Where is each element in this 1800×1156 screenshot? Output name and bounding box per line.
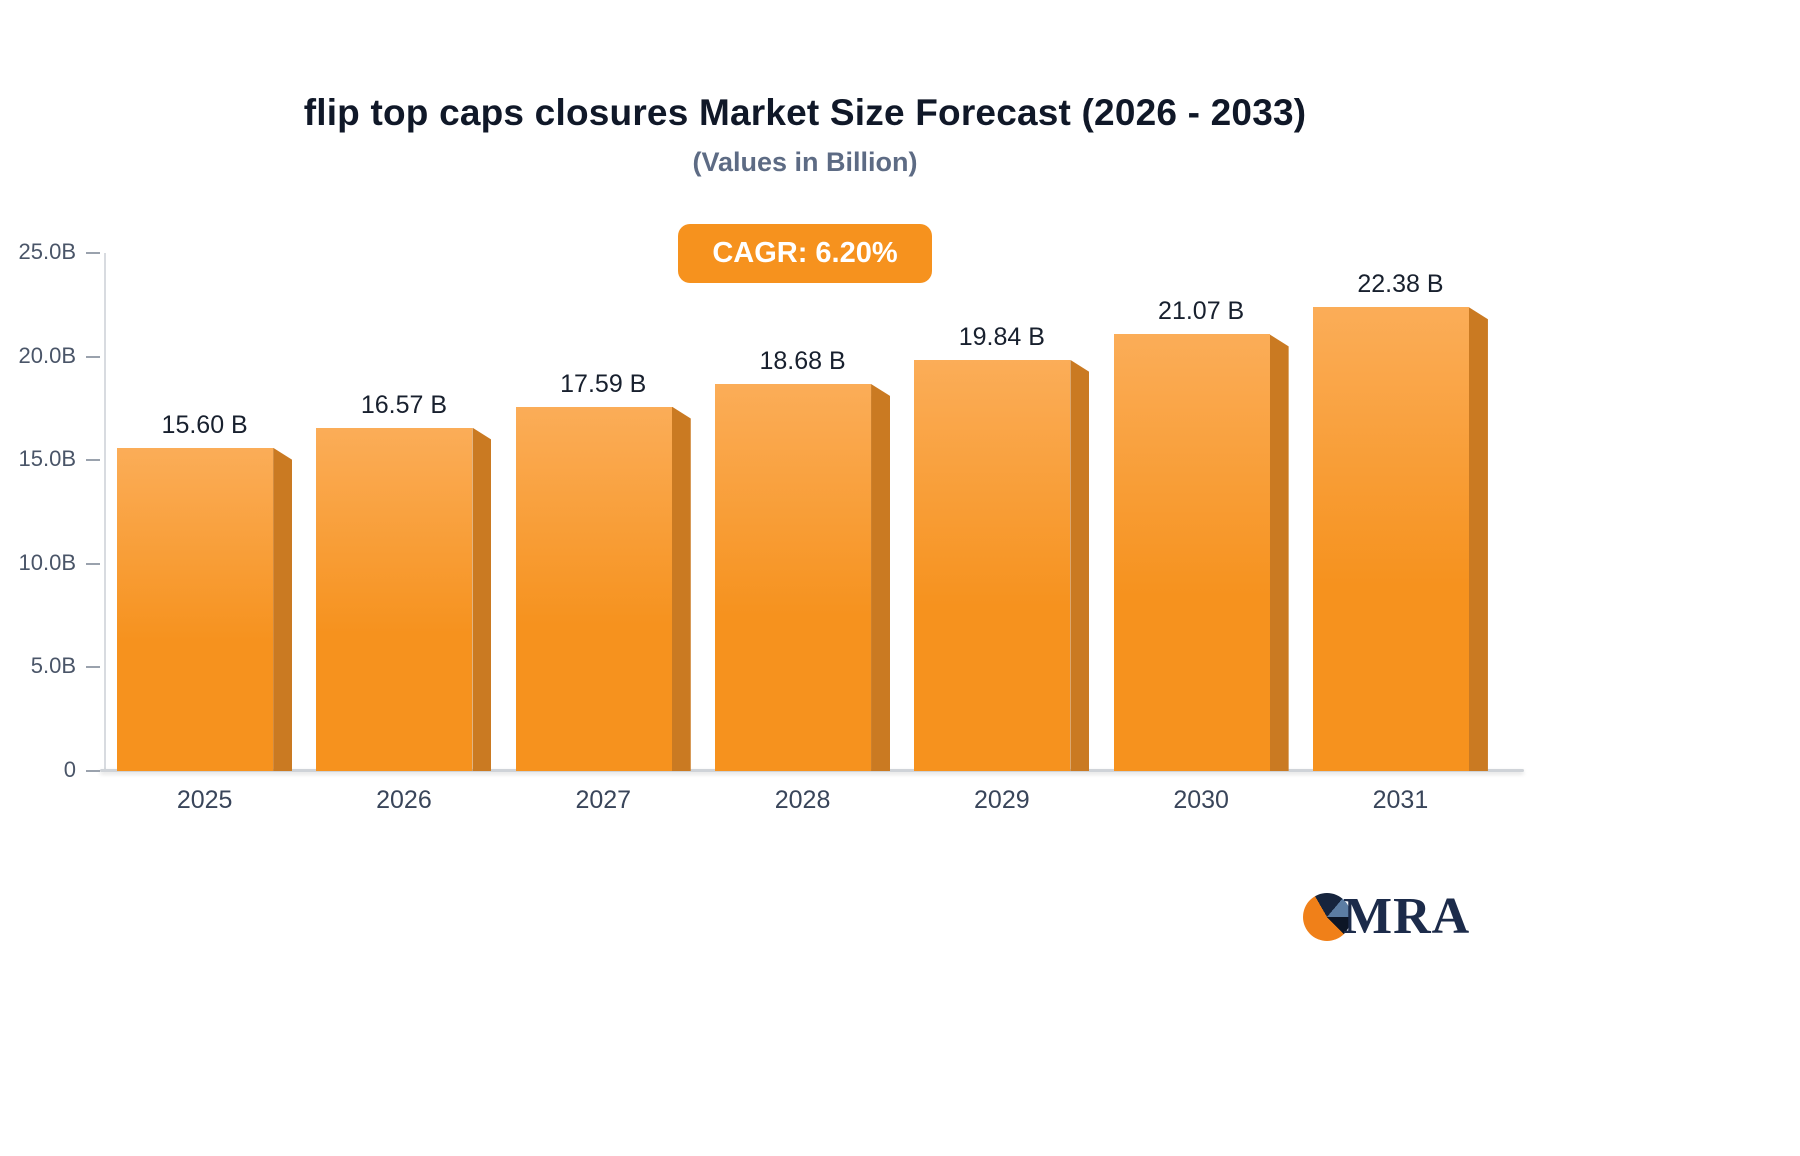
chart-title: flip top caps closures Market Size Forec… xyxy=(303,92,1307,133)
bar-face xyxy=(117,447,274,771)
bar-value-label: 19.84 B xyxy=(958,322,1045,351)
bar-value-label: 17.59 B xyxy=(560,369,647,398)
bar-value-label: 15.60 B xyxy=(161,410,248,439)
bar: 22.38 B xyxy=(1312,270,1488,771)
bar-face xyxy=(914,359,1071,771)
x-axis-label: 2031 xyxy=(1372,786,1429,814)
x-axis-label: 2026 xyxy=(376,786,432,814)
bar: 15.60 B xyxy=(117,411,293,771)
y-axis-tick xyxy=(86,562,100,565)
y-axis-tick-label: 25.0B xyxy=(18,239,77,264)
bar-face xyxy=(316,427,473,771)
x-axis-label: 2029 xyxy=(974,786,1030,814)
bar: 17.59 B xyxy=(515,370,691,771)
mra-logo: MRA xyxy=(1303,888,1471,945)
x-axis-label: 2030 xyxy=(1173,786,1229,814)
bar-side xyxy=(1468,307,1488,771)
bar: 18.68 B xyxy=(715,347,891,771)
y-axis-tick-label: 0 xyxy=(63,757,76,782)
bar-face xyxy=(515,406,672,771)
y-axis-tick-label: 15.0B xyxy=(18,446,77,472)
bar: 19.84 B xyxy=(914,323,1090,771)
x-axis-label: 2025 xyxy=(176,786,233,814)
bar-side xyxy=(871,383,891,771)
logo-text: MRA xyxy=(1343,888,1471,945)
bar-side xyxy=(472,427,492,771)
cagr-badge: CAGR: 6.20% xyxy=(678,224,932,283)
x-axis-label: 2027 xyxy=(575,786,632,814)
y-axis-tick xyxy=(86,355,100,358)
bar-face xyxy=(1113,334,1270,771)
bar-face xyxy=(715,383,872,771)
y-axis-tick xyxy=(86,770,100,772)
bar-value-label: 16.57 B xyxy=(360,390,448,419)
logo-pie-icon xyxy=(1303,893,1351,941)
y-axis-tick-label: 5.0B xyxy=(30,653,76,679)
y-axis-tick xyxy=(86,252,100,254)
y-axis-tick xyxy=(86,459,100,462)
bar-value-label: 21.07 B xyxy=(1158,297,1245,326)
x-axis-label: 2028 xyxy=(774,786,831,814)
bar-side xyxy=(273,447,293,771)
bar-value-label: 18.68 B xyxy=(759,346,846,375)
bar-side xyxy=(671,406,691,771)
bar-face xyxy=(1312,307,1469,771)
chart-subtitle: (Values in Billion) xyxy=(692,147,918,177)
bar: 16.57 B xyxy=(316,391,492,771)
bar: 21.07 B xyxy=(1113,297,1289,771)
y-axis-line xyxy=(104,253,106,771)
y-axis-tick-label: 10.0B xyxy=(18,549,77,575)
bar-side xyxy=(1269,334,1289,771)
bar-side xyxy=(1070,359,1090,771)
y-axis-tick xyxy=(86,666,100,669)
cagr-badge-wrap: CAGR: 6.20% xyxy=(0,224,1610,283)
bar-value-label: 22.38 B xyxy=(1357,270,1444,299)
y-axis-tick-label: 20.0B xyxy=(18,342,77,368)
